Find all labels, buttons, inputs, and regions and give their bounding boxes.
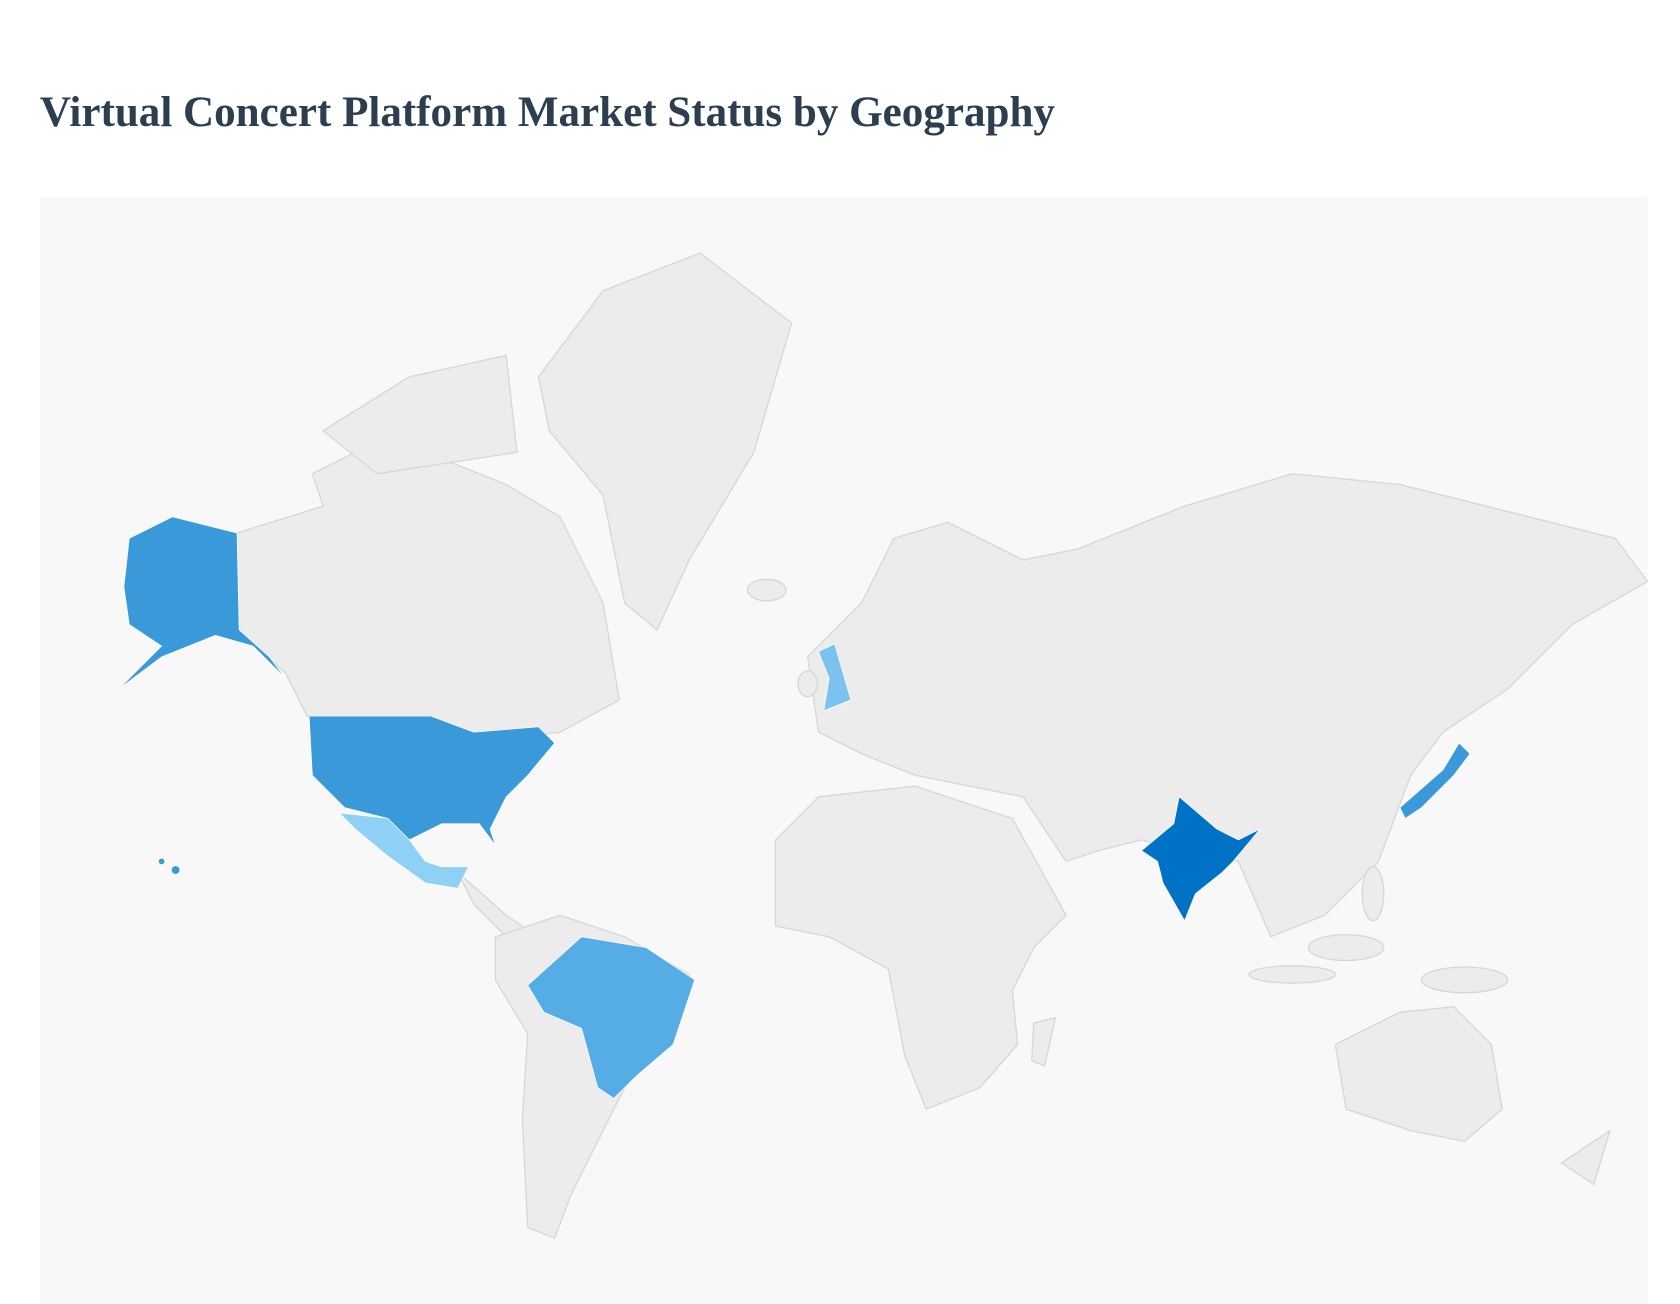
hawaii	[158, 857, 166, 865]
arctic-islands	[322, 354, 518, 475]
brazil	[527, 936, 695, 1099]
mexico	[338, 812, 469, 889]
africa	[774, 785, 1067, 1110]
united-kingdom	[818, 643, 852, 712]
java	[1248, 965, 1336, 984]
eurasia	[807, 473, 1649, 938]
madagascar	[1031, 1016, 1057, 1067]
united-states	[308, 715, 555, 846]
page-title: Virtual Concert Platform Market Status b…	[40, 89, 1055, 136]
new-guinea	[1420, 966, 1509, 994]
world-land	[236, 252, 1649, 1239]
borneo	[1307, 934, 1385, 962]
new-zealand	[1560, 1129, 1611, 1186]
iceland	[746, 578, 787, 602]
india	[1141, 796, 1261, 921]
philippines	[1361, 866, 1385, 922]
australia	[1334, 1006, 1503, 1143]
japan	[1399, 742, 1471, 819]
highlighted-countries	[118, 516, 1471, 1099]
ireland	[797, 670, 819, 698]
alaska	[118, 516, 286, 690]
hawaii	[170, 865, 181, 875]
north-america	[236, 451, 620, 744]
greenland	[537, 252, 793, 631]
